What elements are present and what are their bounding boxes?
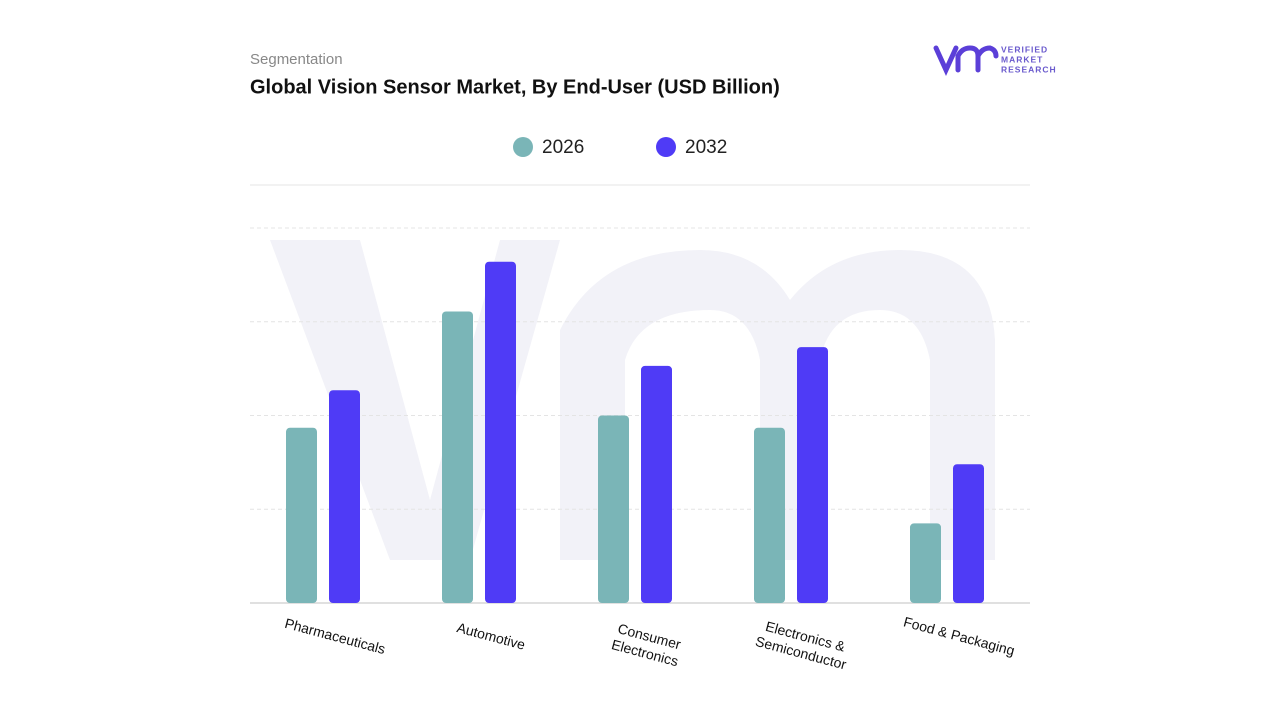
legend-label: 2032 xyxy=(685,137,727,158)
bar xyxy=(797,347,828,603)
bar xyxy=(442,311,473,603)
logo-text: VERIFIED xyxy=(1001,44,1048,54)
bar xyxy=(641,365,672,603)
bar xyxy=(754,427,785,603)
logo: VERIFIED MARKET RESEARCH xyxy=(933,44,1057,77)
legend-marker xyxy=(513,137,533,157)
logo-text: RESEARCH xyxy=(1001,64,1057,74)
bar xyxy=(485,261,516,603)
legend-marker xyxy=(656,137,676,157)
subtitle: Segmentation xyxy=(250,51,343,68)
bar xyxy=(329,390,360,603)
watermark xyxy=(270,240,995,560)
chart-title: Global Vision Sensor Market, By End-User… xyxy=(250,76,780,98)
bar xyxy=(910,523,941,603)
bar xyxy=(598,415,629,603)
bar xyxy=(953,464,984,603)
legend-label: 2026 xyxy=(542,137,584,158)
logo-text: MARKET xyxy=(1001,54,1043,64)
logo-mark xyxy=(933,45,999,77)
bar xyxy=(286,427,317,603)
